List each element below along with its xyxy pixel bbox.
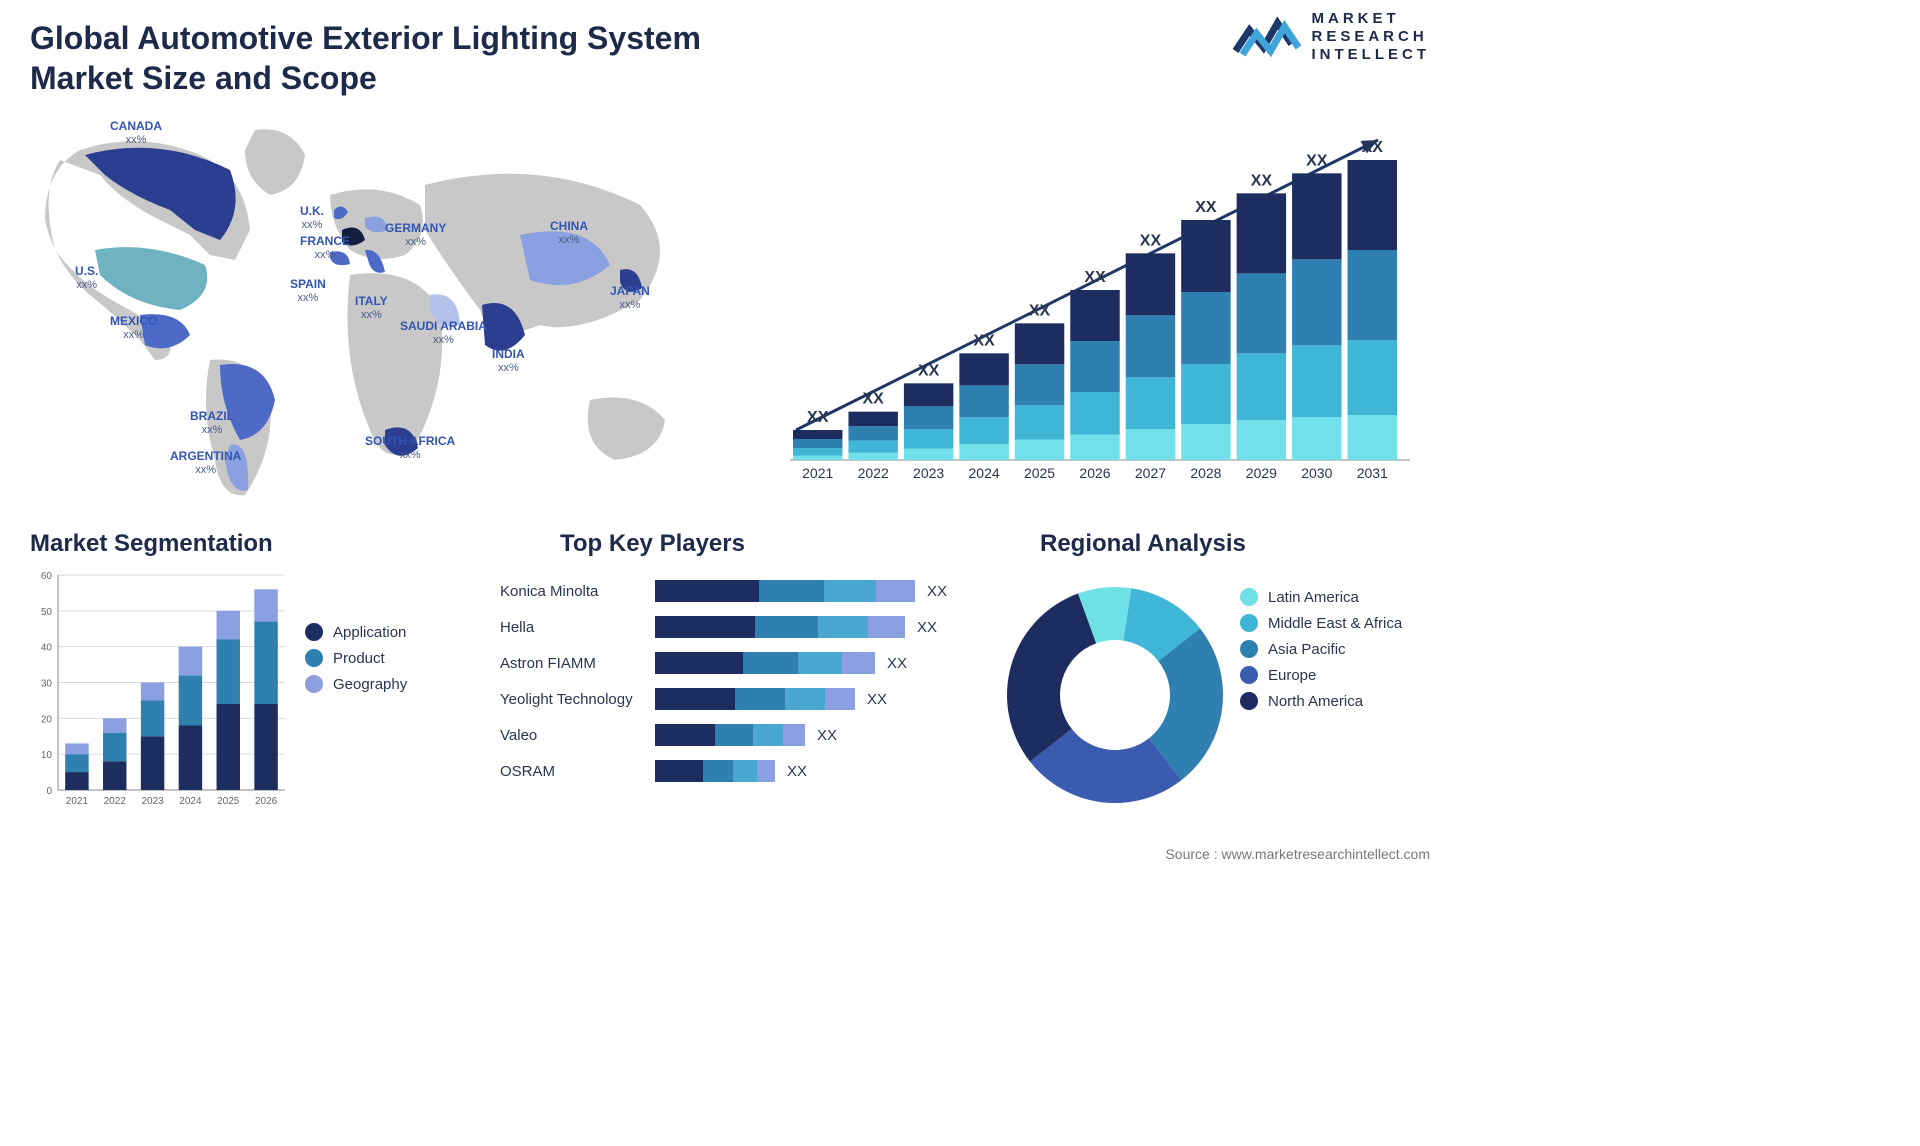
- segmentation-legend-item: Application: [305, 623, 407, 641]
- svg-text:XX: XX: [807, 409, 829, 426]
- player-row: Yeolight Technology XX: [500, 688, 970, 710]
- player-row: Valeo XX: [500, 724, 970, 746]
- svg-text:XX: XX: [1029, 302, 1051, 319]
- map-label-spain: SPAINxx%: [290, 278, 326, 304]
- svg-text:XX: XX: [1306, 152, 1328, 169]
- svg-text:2023: 2023: [141, 796, 164, 807]
- regional-heading: Regional Analysis: [1040, 530, 1246, 558]
- player-value: XX: [887, 655, 907, 672]
- svg-text:2027: 2027: [1135, 465, 1166, 480]
- players-heading: Top Key Players: [560, 530, 745, 558]
- market-size-chart: XX 2021 XX 2022 XX 2023 XX 2024 XX 2025 XX 2026 XX 20…: [780, 100, 1420, 480]
- map-label-saudi-arabia: SAUDI ARABIAxx%: [400, 320, 487, 346]
- player-value: XX: [917, 619, 937, 636]
- map-label-france: FRANCExx%: [300, 235, 350, 261]
- svg-text:2028: 2028: [1190, 465, 1221, 480]
- svg-text:2030: 2030: [1301, 465, 1332, 480]
- logo-icon: [1232, 11, 1302, 63]
- svg-text:XX: XX: [1195, 199, 1217, 216]
- svg-text:2021: 2021: [66, 796, 89, 807]
- svg-text:XX: XX: [918, 362, 940, 379]
- map-label-u-k-: U.K.xx%: [300, 205, 324, 231]
- svg-text:2022: 2022: [858, 465, 889, 480]
- world-map: CANADAxx% U.S.xx% MEXICOxx% BRAZILxx% ARGENT…: [20, 100, 710, 500]
- svg-text:2025: 2025: [217, 796, 240, 807]
- segmentation-legend-item: Product: [305, 649, 407, 667]
- svg-text:2026: 2026: [255, 796, 278, 807]
- svg-text:2024: 2024: [179, 796, 202, 807]
- player-name: Yeolight Technology: [500, 691, 655, 708]
- svg-text:2023: 2023: [913, 465, 944, 480]
- segmentation-chart: 0 10 20 30 40 50 60 2021 2022 2023 2024 2025 2026 Ap…: [30, 565, 440, 845]
- logo-line1: MARKET: [1312, 10, 1431, 28]
- svg-text:60: 60: [41, 571, 53, 582]
- logo-line3: INTELLECT: [1312, 46, 1431, 64]
- map-label-china: CHINAxx%: [550, 220, 588, 246]
- svg-text:50: 50: [41, 607, 53, 618]
- svg-text:2025: 2025: [1024, 465, 1055, 480]
- svg-text:XX: XX: [1140, 232, 1162, 249]
- svg-text:2022: 2022: [104, 796, 127, 807]
- regional-legend-item: Europe: [1240, 666, 1402, 684]
- map-label-u-s-: U.S.xx%: [75, 265, 98, 291]
- player-name: OSRAM: [500, 763, 655, 780]
- brand-logo: MARKET RESEARCH INTELLECT: [1232, 10, 1431, 64]
- player-name: Valeo: [500, 727, 655, 744]
- player-value: XX: [867, 691, 887, 708]
- map-label-canada: CANADAxx%: [110, 120, 162, 146]
- svg-text:XX: XX: [1362, 139, 1384, 156]
- player-row: Konica Minolta XX: [500, 580, 970, 602]
- svg-text:40: 40: [41, 643, 53, 654]
- map-label-mexico: MEXICOxx%: [110, 315, 157, 341]
- svg-text:2029: 2029: [1246, 465, 1277, 480]
- svg-text:2026: 2026: [1079, 465, 1110, 480]
- map-label-south-africa: SOUTH AFRICAxx%: [365, 435, 455, 461]
- svg-text:XX: XX: [973, 332, 995, 349]
- regional-legend-item: Middle East & Africa: [1240, 614, 1402, 632]
- svg-text:10: 10: [41, 750, 53, 761]
- player-row: OSRAM XX: [500, 760, 970, 782]
- map-label-brazil: BRAZILxx%: [190, 410, 234, 436]
- segmentation-heading: Market Segmentation: [30, 530, 273, 558]
- regional-chart: Latin America Middle East & Africa Asia Pa…: [1000, 565, 1430, 840]
- map-label-india: INDIAxx%: [492, 348, 525, 374]
- player-name: Konica Minolta: [500, 583, 655, 600]
- player-value: XX: [817, 727, 837, 744]
- svg-text:2024: 2024: [969, 465, 1000, 480]
- svg-text:20: 20: [41, 714, 53, 725]
- regional-legend-item: Asia Pacific: [1240, 640, 1402, 658]
- svg-text:2031: 2031: [1357, 465, 1388, 480]
- map-label-japan: JAPANxx%: [610, 285, 650, 311]
- regional-legend-item: Latin America: [1240, 588, 1402, 606]
- player-value: XX: [787, 763, 807, 780]
- segmentation-legend-item: Geography: [305, 675, 407, 693]
- players-chart: Konica MinoltaXXHellaXXAstron FIAMMXXYeo…: [500, 565, 970, 840]
- player-value: XX: [927, 583, 947, 600]
- map-label-argentina: ARGENTINAxx%: [170, 450, 241, 476]
- logo-line2: RESEARCH: [1312, 28, 1431, 46]
- svg-text:XX: XX: [1084, 269, 1106, 286]
- page-title: Global Automotive Exterior Lighting Syst…: [30, 18, 810, 98]
- svg-text:30: 30: [41, 679, 53, 690]
- player-row: Astron FIAMM XX: [500, 652, 970, 674]
- svg-text:0: 0: [46, 786, 52, 797]
- player-name: Hella: [500, 619, 655, 636]
- player-row: Hella XX: [500, 616, 970, 638]
- svg-text:XX: XX: [863, 391, 885, 408]
- regional-legend-item: North America: [1240, 692, 1402, 710]
- map-label-germany: GERMANYxx%: [385, 222, 446, 248]
- source-text: Source : www.marketresearchintellect.com: [1165, 846, 1430, 862]
- map-label-italy: ITALYxx%: [355, 295, 388, 321]
- player-name: Astron FIAMM: [500, 655, 655, 672]
- svg-text:2021: 2021: [802, 465, 833, 480]
- svg-text:XX: XX: [1251, 172, 1273, 189]
